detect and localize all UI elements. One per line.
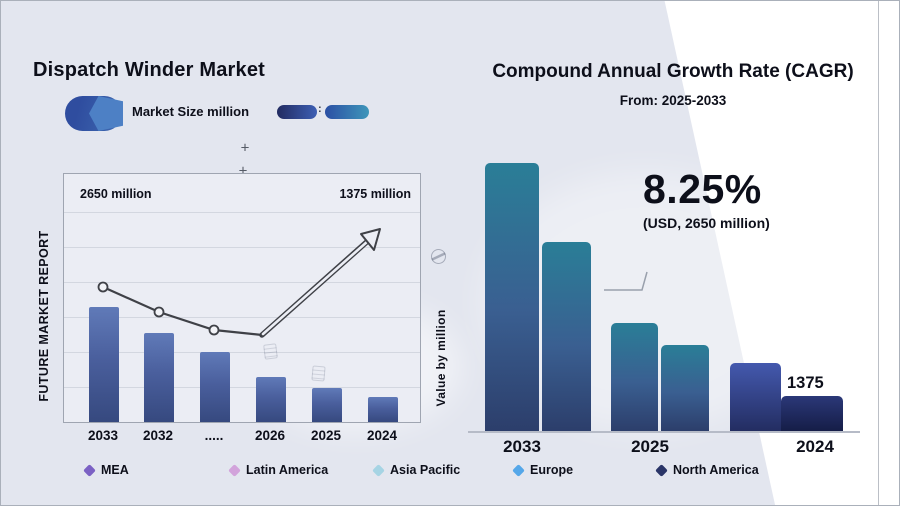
x-tick-label: 2032: [142, 428, 174, 443]
diamond-icon: [372, 463, 385, 477]
cagr-note: (USD, 2650 million): [643, 215, 770, 231]
bar-2024: [368, 397, 398, 422]
legend-item: MEA: [83, 463, 129, 477]
x-tick-label: 2033: [87, 428, 119, 443]
document-watermark-icon: [311, 365, 326, 382]
bar-2026: [256, 377, 286, 422]
diamond-icon: [83, 463, 96, 477]
chart-annotation-left: 2650 million: [80, 187, 152, 201]
diamond-icon: [228, 463, 241, 477]
cagr-bar-2025: [611, 323, 658, 431]
x-tick-label: 2025: [310, 428, 342, 443]
diamond-icon: [512, 463, 525, 477]
legend-item: Asia Pacific: [372, 463, 461, 477]
ratio-pill-left-icon: [277, 105, 317, 119]
ratio-pill-right-icon: [325, 105, 369, 119]
x-tick-label: 2024: [796, 437, 834, 456]
chart-annotation-right: 1375 million: [339, 187, 411, 201]
bar-value-label: 1375: [787, 374, 824, 392]
x-tick-label: .....: [204, 428, 224, 443]
plus-mark: +: [238, 162, 248, 180]
legend-label: Europe: [530, 463, 574, 477]
legend-item: Europe: [512, 463, 574, 477]
x-axis-line: [468, 431, 860, 433]
cagr-bar-2033: [542, 242, 591, 431]
value-axis-title: Value by million: [434, 309, 448, 407]
legend-label: MEA: [101, 463, 129, 477]
gridline: [64, 212, 420, 213]
x-tick-label: 2026: [254, 428, 286, 443]
legend-item: North America: [655, 463, 759, 477]
ratio-separator: :: [318, 103, 322, 115]
cagr-bar-2024: [781, 396, 843, 431]
sheet-edge-line: [878, 1, 879, 505]
cagr-bar-2033: [485, 163, 539, 431]
cagr-subtitle: From: 2025-2033: [619, 93, 727, 108]
document-watermark-icon: [263, 343, 278, 360]
x-tick-label: 2024: [366, 428, 398, 443]
left-axis-title: FUTURE MARKET REPORT: [37, 230, 51, 402]
cagr-title: Compound Annual Growth Rate (CAGR): [492, 61, 854, 82]
cagr-value: 8.25%: [643, 166, 762, 212]
market-size-label: Market Size million: [132, 104, 250, 119]
market-size-chart-panel: 2650 million 1375 million: [63, 173, 421, 423]
cagr-bar-2024: [730, 363, 781, 431]
legend-label: Asia Pacific: [390, 463, 461, 477]
page-title: Dispatch Winder Market: [33, 59, 266, 81]
gridline: [64, 352, 420, 353]
bar-.....: [200, 352, 230, 422]
gridline: [64, 247, 420, 248]
gridline: [64, 387, 420, 388]
cagr-bar-2025: [661, 345, 709, 431]
diamond-icon: [655, 463, 668, 477]
legend-label: North America: [673, 463, 759, 477]
bar-2025: [312, 388, 342, 422]
x-tick-label: 2025: [631, 437, 669, 456]
legend-item: Latin America: [228, 463, 329, 477]
gridline: [64, 282, 420, 283]
plus-mark: +: [240, 139, 250, 157]
bar-2032: [144, 333, 174, 422]
x-axis-labels: 2033 2032..... 2026 2025 2024: [63, 428, 421, 446]
legend-label: Latin America: [246, 463, 329, 477]
bar-2033: [89, 307, 119, 422]
x-tick-label: 2033: [503, 437, 541, 456]
